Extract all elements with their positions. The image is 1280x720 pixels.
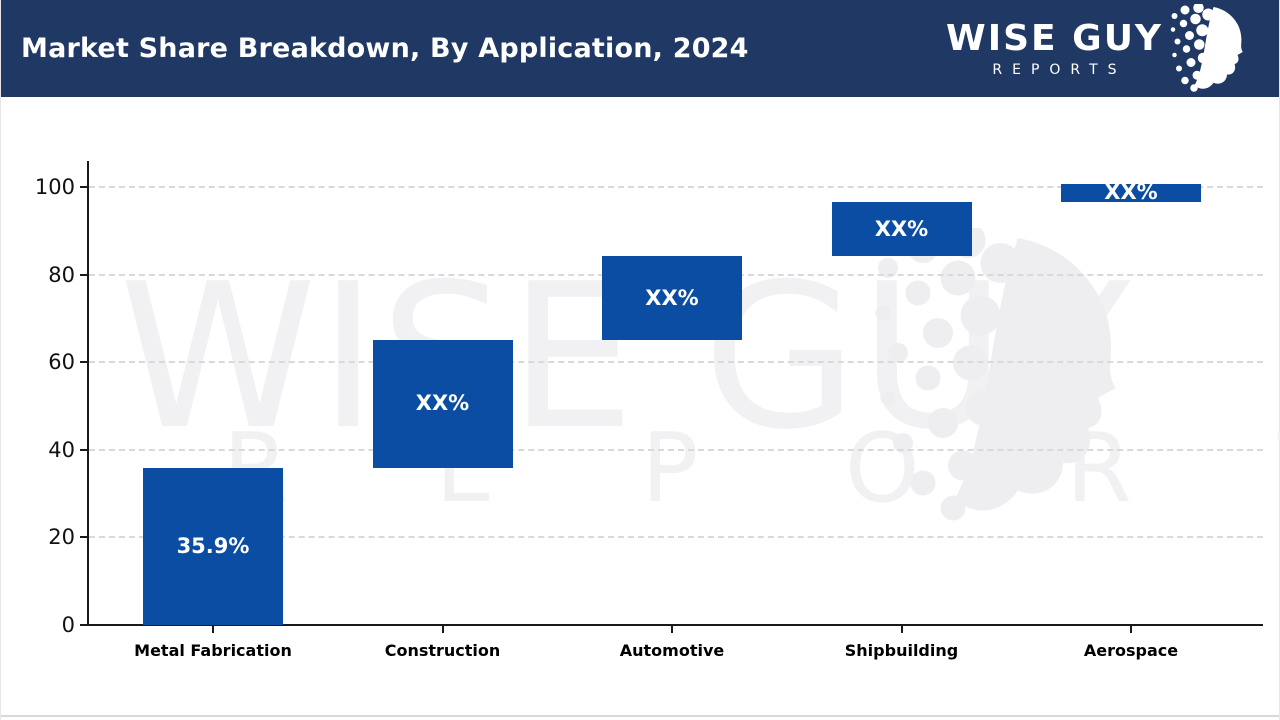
bar-shipbuilding: XX% (831, 201, 972, 257)
x-category-label-automotive: Automotive (619, 641, 725, 660)
gridline-60 (89, 361, 1263, 364)
y-tick-label-20: 20 (48, 525, 75, 550)
bar-aerospace: XX% (1061, 180, 1201, 205)
bar-value-label: XX% (874, 216, 929, 241)
y-tick-100 (80, 186, 88, 188)
bar-value-label: XX% (415, 391, 470, 416)
x-category-label-shipbuilding: Shipbuilding (844, 641, 959, 660)
x-category-label-construction: Construction (384, 641, 501, 660)
y-tick-80 (80, 273, 88, 276)
y-tick-label-100: 100 (34, 175, 75, 199)
wiseguy-logo: WISE GUY REPORTS (946, 0, 1257, 97)
bar-value-label: 35.9% (176, 533, 250, 558)
page-title: Market Share Breakdown, By Application, … (21, 33, 749, 64)
logo-wordmark: WISE GUY REPORTS (945, 18, 1163, 79)
bar-automotive: XX% (602, 256, 742, 340)
gridline-20 (89, 536, 1263, 539)
x-tick-shipbuilding (900, 626, 903, 633)
x-tick-metal-fabrication (212, 626, 214, 633)
x-tick-automotive (671, 626, 673, 633)
y-tick-label-80: 80 (48, 262, 75, 287)
y-tick-label-40: 40 (48, 437, 75, 462)
y-tick-20 (80, 536, 88, 539)
bar-value-label: XX% (1104, 180, 1158, 205)
y-tick-label-0: 0 (61, 613, 75, 637)
x-category-label-aerospace: Aerospace (1083, 641, 1179, 660)
x-tick-aerospace (1130, 626, 1132, 633)
x-axis (87, 624, 1263, 626)
y-tick-40 (80, 448, 88, 451)
bar-construction: XX% (372, 339, 513, 468)
bar-metal-fabrication: 35.9% (143, 467, 283, 625)
y-tick-label-60: 60 (48, 350, 75, 375)
bar-value-label: XX% (645, 285, 699, 310)
x-tick-construction (441, 626, 444, 633)
logo-secondary-text: REPORTS (992, 62, 1127, 78)
gridline-40 (89, 448, 1263, 451)
header: Market Share Breakdown, By Application, … (1, 0, 1279, 97)
y-tick-60 (80, 361, 88, 364)
x-category-label-metal-fabrication: Metal Fabrication (134, 641, 292, 660)
y-axis (87, 161, 89, 626)
y-tick-0 (80, 624, 88, 626)
bottom-border (1, 715, 1279, 717)
logo-primary-text: WISE GUY (945, 18, 1163, 59)
gridline-100 (89, 186, 1263, 188)
